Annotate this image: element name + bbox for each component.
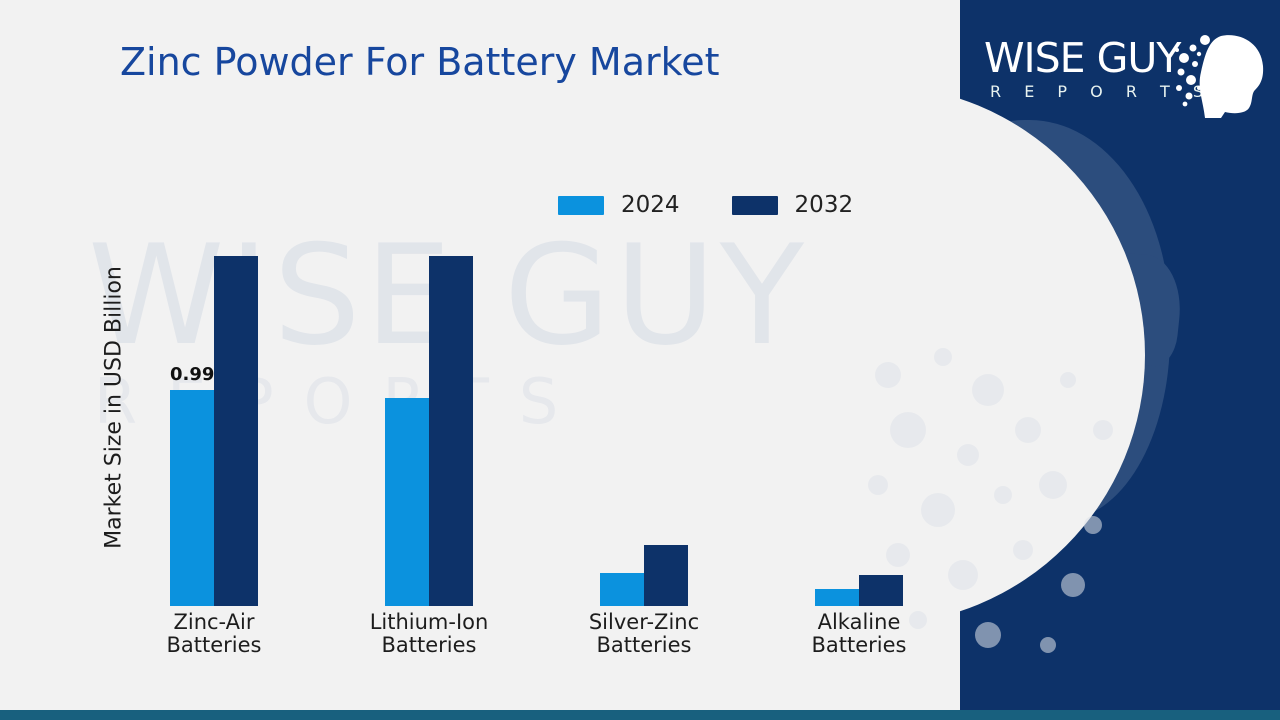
x-tick-label-1-line-1: Lithium-Ion [369,610,489,634]
bar-group-2 [600,180,688,606]
x-tick-label-2-line-1: Silver-Zinc [588,610,700,634]
legend-item-2024[interactable]: 2024 [558,192,680,218]
chart-title: Zinc Powder For Battery Market [120,40,720,84]
x-tick-label-3-line-1: Alkaline [817,610,901,634]
brand-panel [960,0,1280,710]
bar-2032-0[interactable] [214,256,258,606]
legend-swatch-2024 [558,195,604,215]
bar-group-1 [385,180,473,606]
bar-2024-3[interactable] [815,588,859,606]
bar-2032-2[interactable] [644,544,688,606]
bar-2024-2[interactable] [600,573,644,606]
legend-label-2032: 2032 [794,192,854,218]
logo-subtitle: R E P O R T S [990,82,1213,101]
x-tick-label-3-line-2: Batteries [811,633,907,657]
x-tick-label-0-line-2: Batteries [166,633,262,657]
x-tick-label-0: Zinc-Air Batteries [104,611,324,657]
plot-area: 0.99 [96,180,946,606]
logo-head-dots-icon [1175,35,1264,118]
wiseguy-logo: WISE GUY R E P O R T S [982,30,1267,118]
x-tick-label-2: Silver-Zinc Batteries [534,611,754,657]
chart-legend: 2024 2032 [558,192,853,218]
x-tick-label-2-line-2: Batteries [596,633,692,657]
x-tick-label-1: Lithium-Ion Batteries [319,611,539,657]
logo-wordmark: WISE GUY [984,34,1181,82]
legend-item-2032[interactable]: 2032 [731,192,854,218]
x-tick-label-1-line-2: Batteries [381,633,477,657]
bar-2032-1[interactable] [429,256,473,606]
legend-label-2024: 2024 [621,192,680,218]
bar-2024-0[interactable]: 0.99 [170,364,214,606]
bar-group-0: 0.99 [170,180,258,606]
legend-swatch-2032 [731,195,778,215]
bar-2024-1[interactable] [385,398,429,606]
bar-value-2024-0: 0.99 [170,363,215,385]
bar-group-3 [815,180,903,606]
bar-2032-3[interactable] [859,575,903,606]
bottom-accent-strip [0,710,1280,720]
x-tick-label-3: Alkaline Batteries [749,611,969,657]
x-tick-label-0-line-1: Zinc-Air [173,610,255,634]
